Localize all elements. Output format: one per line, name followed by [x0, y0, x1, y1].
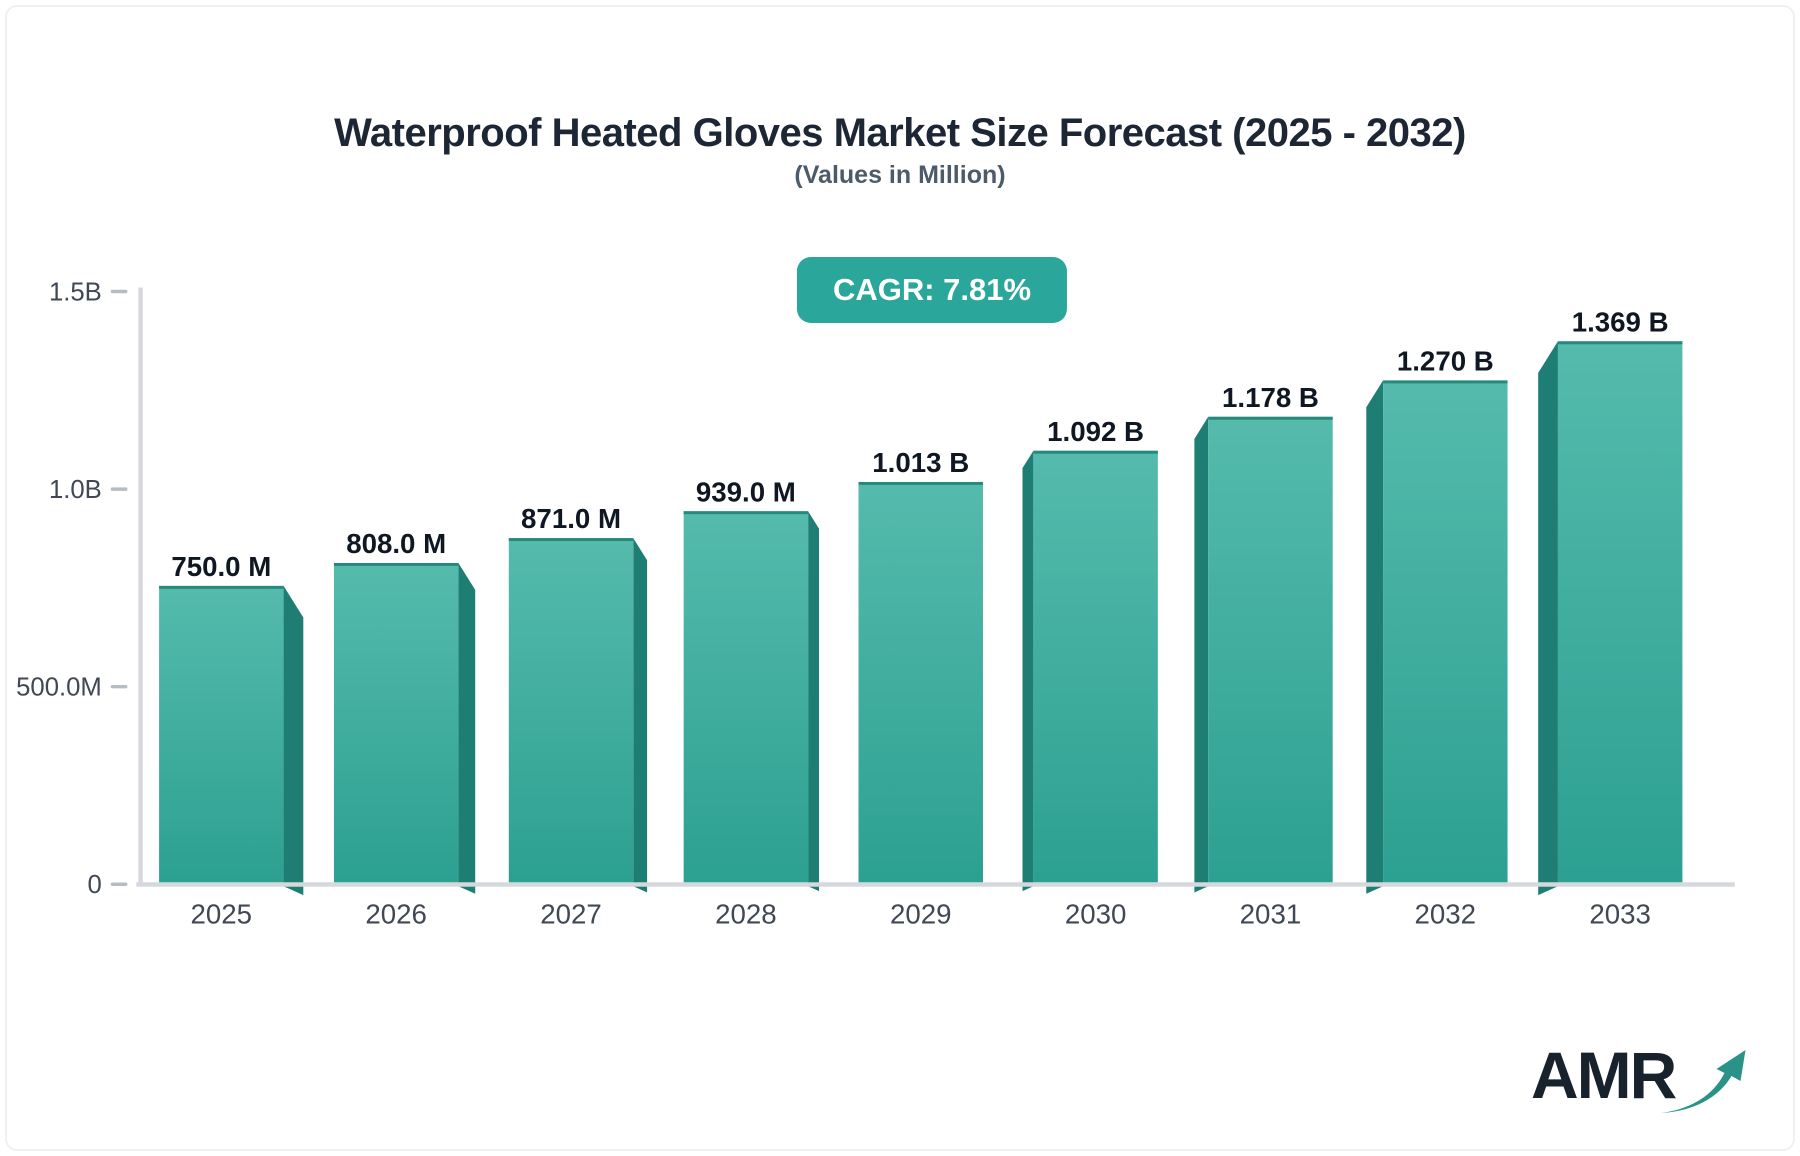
bar-face: [1208, 416, 1333, 883]
bar-top-edge: [1383, 380, 1508, 384]
x-axis-tick-label: 2033: [1589, 899, 1651, 930]
bar-value-label: 1.270 B: [1397, 346, 1494, 377]
y-axis-tick-dash: [110, 882, 128, 886]
bar-value-label: 1.013 B: [872, 447, 969, 478]
y-axis-tick-dash: [110, 289, 128, 294]
bar-top-edge: [159, 585, 284, 589]
bar-value-label: 808.0 M: [346, 528, 446, 559]
bar-face: [508, 538, 634, 883]
x-axis-tick-label: 2025: [191, 899, 253, 930]
amr-logo-text: AMR: [1531, 1038, 1677, 1112]
x-axis-tick-label: 2027: [540, 899, 602, 930]
bar-side-face: [458, 562, 476, 894]
chart-card: Waterproof Heated Gloves Market Size For…: [5, 5, 1795, 1151]
bar-face: [1557, 341, 1683, 883]
y-axis-tick-dash: [110, 684, 128, 689]
chart-subtitle: (Values in Million): [794, 161, 1006, 189]
bar-value-label: 750.0 M: [171, 551, 271, 582]
x-axis-tick-label: 2029: [890, 899, 952, 930]
bar-value-label: 1.092 B: [1047, 416, 1144, 447]
bar-side-face: [1366, 380, 1384, 894]
bar-chart-canvas: 750.0 M 2025 808.0 M 2026 871.0 M 2027 939.0 M…: [16, 278, 1735, 930]
chart-title: Waterproof Heated Gloves Market Size For…: [334, 111, 1466, 155]
bar-face: [858, 481, 983, 883]
y-axis-tick-label: 1.5B: [49, 278, 102, 306]
bar-top-edge: [1208, 416, 1333, 420]
y-axis-tick-label: 1.0B: [49, 476, 102, 504]
bar-top-edge: [333, 562, 459, 566]
growth-arrow-icon: [1661, 1050, 1746, 1113]
bar-top-edge: [1557, 341, 1683, 345]
bar-side-face: [633, 538, 648, 893]
amr-logo: AMR: [1531, 1038, 1746, 1123]
bar-face: [1383, 380, 1508, 883]
cagr-badge: CAGR: 7.81%: [796, 257, 1068, 323]
bar-side-face: [1022, 450, 1034, 892]
y-axis-tick-label: 0: [88, 871, 102, 899]
bar-side-face: [1538, 341, 1558, 896]
bar-face: [1033, 450, 1158, 883]
bar-top-edge: [1033, 450, 1158, 454]
x-axis-tick-label: 2028: [715, 899, 777, 930]
x-axis-tick-label: 2026: [365, 899, 427, 930]
bar-side-face: [808, 511, 819, 892]
bar-value-label: 1.178 B: [1222, 382, 1319, 413]
bar-side-face: [283, 585, 304, 896]
bar-side-face: [1194, 416, 1209, 893]
x-axis-tick-label: 2030: [1065, 899, 1127, 930]
bar-top-edge: [508, 538, 634, 542]
y-axis-tick-label: 500.0M: [16, 674, 102, 702]
y-axis-tick-dash: [110, 487, 128, 491]
x-axis-tick-label: 2032: [1415, 899, 1477, 930]
bar-face: [333, 562, 459, 883]
bar-value-label: 939.0 M: [696, 476, 796, 507]
x-axis-line: [136, 882, 1735, 887]
bar-top-edge: [858, 481, 983, 485]
y-axis-line: [138, 287, 143, 887]
bar-face: [159, 585, 284, 883]
x-axis-tick-label: 2031: [1240, 899, 1302, 930]
bar-value-label: 1.369 B: [1572, 306, 1669, 337]
bar-value-label: 871.0 M: [521, 503, 621, 534]
bar-face: [683, 511, 809, 883]
bar-top-edge: [683, 511, 809, 515]
